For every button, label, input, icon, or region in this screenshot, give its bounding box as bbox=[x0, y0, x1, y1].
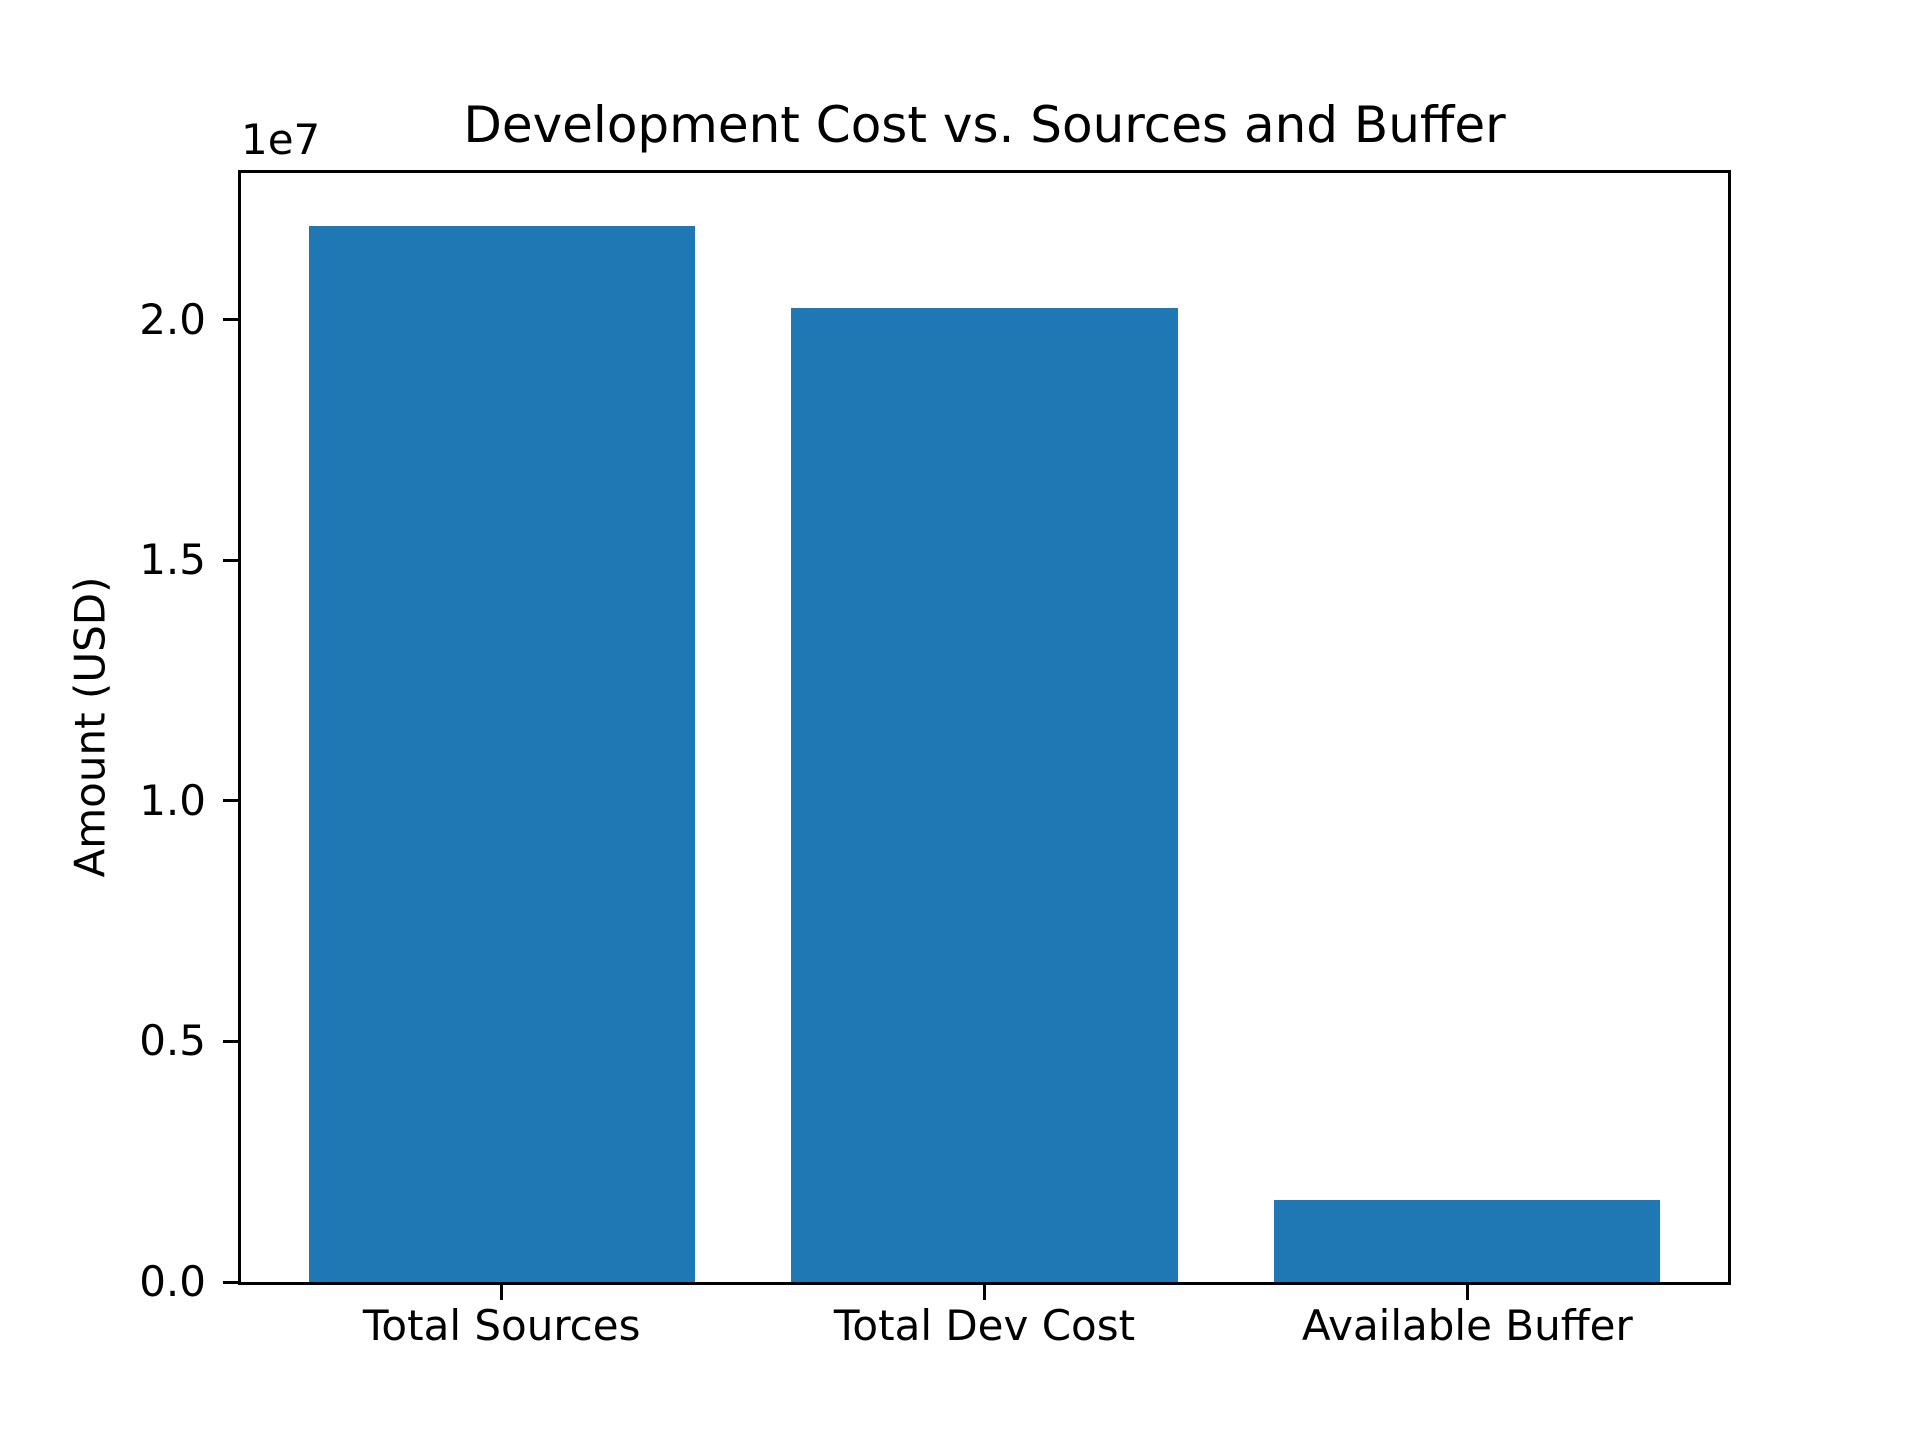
x-tick-label-available-buffer: Available Buffer bbox=[1301, 1301, 1633, 1350]
y-axis-offset-label: 1e7 bbox=[241, 115, 321, 164]
y-tick-label-0.5: 0.5 bbox=[139, 1016, 206, 1066]
bar-total-sources bbox=[308, 225, 695, 1282]
y-tick-label-0.0: 0.0 bbox=[139, 1257, 206, 1306]
x-tick-total-sources bbox=[500, 1285, 504, 1300]
plot-area: Total Sources Total Dev Cost Available Buf… bbox=[139, 173, 1728, 1350]
x-tick-label-total-dev-cost: Total Dev Cost bbox=[833, 1301, 1136, 1350]
x-tick-label-total-sources: Total Sources bbox=[362, 1301, 641, 1350]
x-tick-available-buffer bbox=[1465, 1285, 1469, 1300]
y-tick-2.0 bbox=[223, 318, 238, 322]
bar-total-dev-cost bbox=[791, 307, 1178, 1282]
bar-available-buffer bbox=[1274, 1200, 1661, 1282]
y-tick-0.5 bbox=[223, 1039, 238, 1043]
y-tick-0.0 bbox=[223, 1280, 238, 1284]
y-tick-1.5 bbox=[223, 558, 238, 562]
chart-title: Development Cost vs. Sources and Buffer bbox=[463, 96, 1506, 154]
y-tick-label-1.0: 1.0 bbox=[139, 775, 206, 825]
y-tick-1.0 bbox=[223, 799, 238, 803]
x-tick-total-dev-cost bbox=[983, 1285, 986, 1300]
y-axis-label: Amount (USD) bbox=[65, 576, 115, 878]
y-tick-label-2.0: 2.0 bbox=[139, 294, 206, 344]
y-tick-label-1.5: 1.5 bbox=[139, 535, 206, 585]
